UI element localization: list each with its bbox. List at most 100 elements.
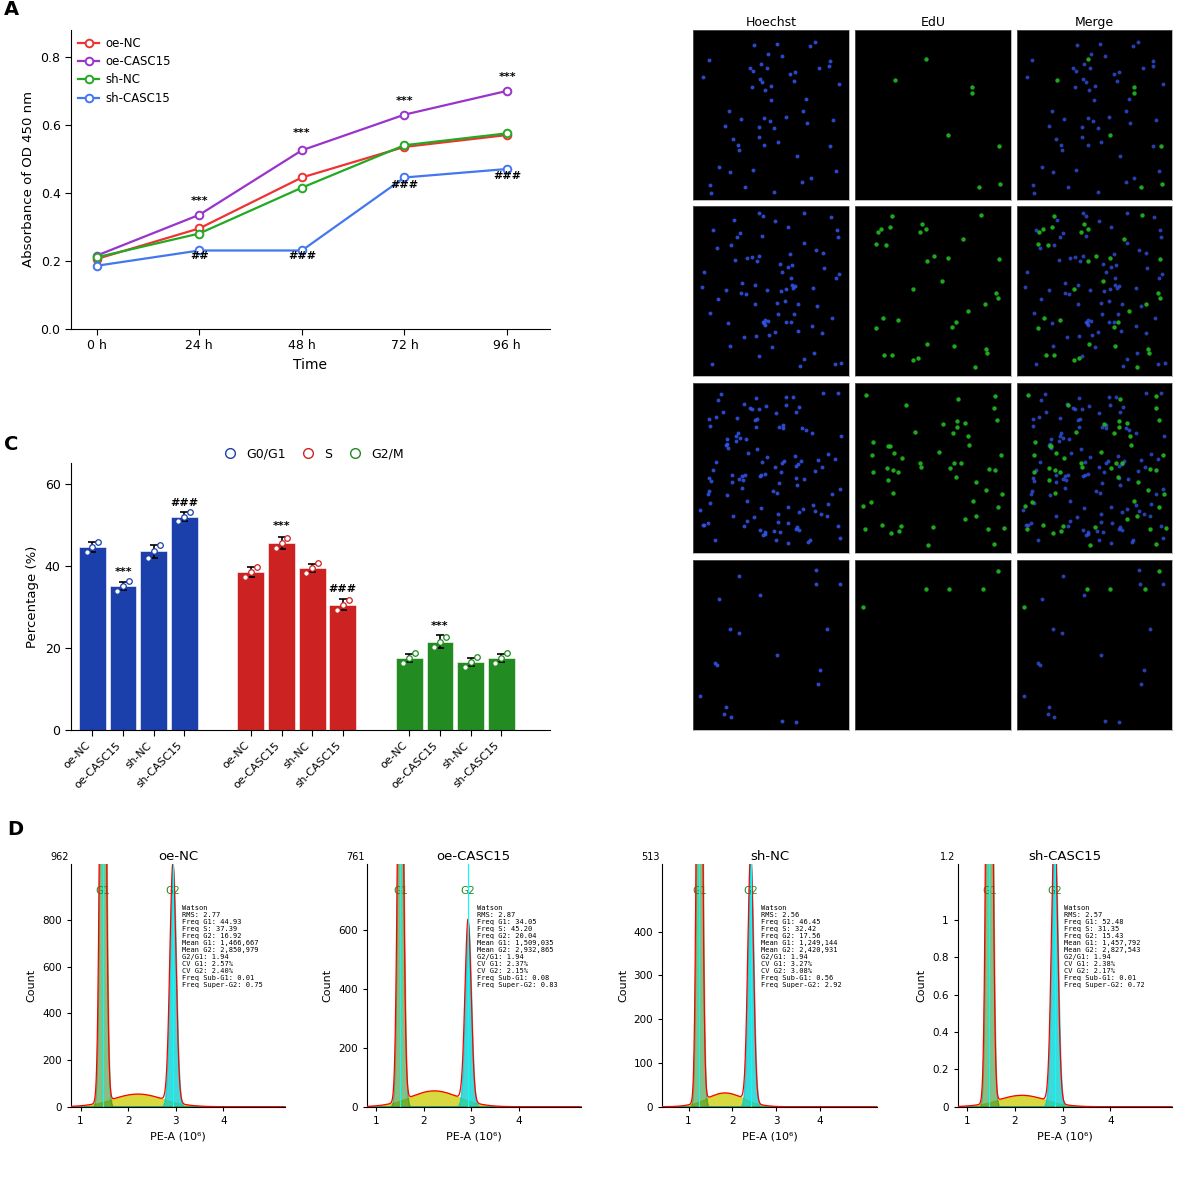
Point — [951, 453, 970, 472]
Point — [734, 327, 753, 346]
Point — [1102, 533, 1121, 552]
Point — [1038, 236, 1057, 255]
Point — [896, 395, 915, 414]
Point — [718, 439, 736, 458]
Point — [987, 411, 1006, 430]
Point — [1042, 439, 1061, 458]
Point — [708, 656, 727, 675]
Point — [807, 296, 826, 315]
Point — [1060, 430, 1079, 449]
Text: ***: *** — [294, 129, 310, 138]
Point — [1146, 534, 1165, 553]
Point — [1041, 436, 1060, 455]
Point — [772, 282, 791, 301]
Point — [1089, 322, 1108, 342]
Point — [1088, 522, 1107, 541]
Point — [1032, 157, 1051, 176]
Point — [1034, 516, 1053, 536]
Point — [1095, 282, 1114, 301]
Point — [1016, 277, 1035, 296]
Point — [1045, 708, 1064, 727]
Point — [787, 146, 806, 165]
Point — [1051, 424, 1070, 443]
Point — [1108, 446, 1127, 465]
Point — [1157, 519, 1176, 538]
Point — [762, 337, 781, 356]
Text: G1: G1 — [693, 885, 707, 896]
Point — [722, 472, 741, 491]
Point — [461, 652, 480, 671]
Point — [1113, 502, 1132, 521]
Point — [765, 182, 784, 201]
Point — [805, 32, 824, 51]
Point — [1085, 76, 1103, 95]
Text: G2: G2 — [744, 885, 758, 896]
Point — [1043, 101, 1062, 120]
sh-CASC15 — [398, 170, 412, 184]
Point — [466, 647, 485, 666]
Point — [1073, 458, 1092, 477]
Point — [1093, 474, 1112, 493]
Point — [1150, 497, 1169, 516]
Point — [867, 234, 886, 253]
Point — [1072, 439, 1090, 458]
Point — [1017, 68, 1036, 87]
Point — [947, 418, 966, 437]
Point — [1134, 505, 1153, 524]
Text: G1: G1 — [982, 885, 997, 896]
Point — [815, 258, 834, 277]
Point — [771, 463, 790, 482]
Point — [1054, 566, 1073, 585]
Point — [886, 70, 905, 89]
Bar — [79, 547, 105, 729]
oe-NC — [90, 252, 104, 267]
Point — [1015, 496, 1034, 515]
Point — [1081, 281, 1100, 300]
Point — [1141, 459, 1160, 478]
Point — [912, 458, 931, 477]
Point — [738, 491, 757, 511]
Point — [751, 466, 770, 486]
Point — [1130, 502, 1148, 521]
Point — [1094, 255, 1113, 274]
Point — [749, 118, 768, 137]
Point — [1070, 251, 1089, 270]
Point — [794, 233, 813, 252]
Point — [247, 557, 266, 576]
Point — [755, 522, 774, 541]
Point — [1079, 251, 1098, 270]
Point — [693, 277, 712, 296]
Point — [1037, 403, 1056, 422]
Point — [1076, 526, 1095, 545]
Point — [1044, 163, 1063, 182]
Point — [749, 246, 768, 265]
Point — [1040, 697, 1058, 716]
Point — [1109, 62, 1128, 81]
Legend: G0/G1, S, G2/M: G0/G1, S, G2/M — [212, 443, 408, 465]
Point — [706, 653, 725, 672]
Point — [1113, 453, 1132, 472]
Point — [778, 258, 797, 277]
Point — [714, 403, 733, 422]
Point — [1120, 301, 1139, 320]
Point — [1017, 263, 1036, 282]
Point — [1092, 305, 1111, 324]
Title: Merge: Merge — [1075, 15, 1114, 29]
Point — [985, 461, 1004, 480]
Point — [701, 471, 720, 490]
Point — [786, 62, 805, 81]
Line: oe-CASC15: oe-CASC15 — [92, 87, 510, 259]
Point — [1073, 346, 1092, 365]
Point — [1029, 530, 1048, 549]
Point — [1086, 337, 1105, 356]
Point — [1040, 117, 1058, 136]
oe-NC — [192, 221, 206, 236]
sh-NC — [295, 181, 309, 195]
Bar — [329, 605, 356, 729]
Point — [732, 284, 751, 303]
Point — [995, 519, 1014, 538]
Point — [1018, 515, 1037, 534]
Point — [746, 326, 765, 345]
Point — [826, 162, 845, 181]
Point — [796, 89, 815, 108]
